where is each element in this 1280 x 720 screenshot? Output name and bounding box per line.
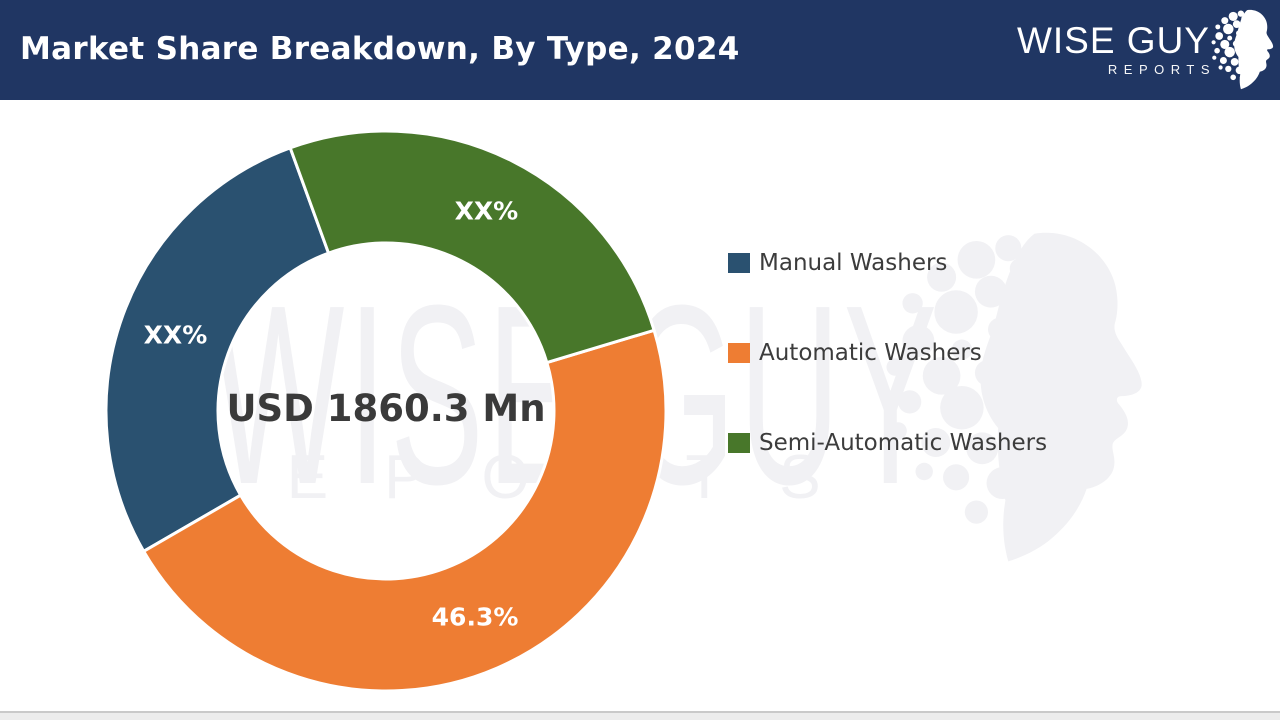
donut-chart: XX% 46.3% XX% USD 1860.3 Mn	[104, 129, 668, 693]
legend-swatch	[728, 342, 750, 363]
footer-strip	[0, 711, 1280, 720]
watermark-subtext: REPORTS	[186, 443, 877, 512]
legend-label: Automatic Washers	[759, 339, 982, 366]
legend-label: Manual Washers	[759, 249, 948, 276]
brand-name: WISE GUY	[1016, 20, 1210, 61]
legend: Manual Washers Automatic Washers Semi-Auto…	[728, 249, 1047, 519]
legend-item-manual-washers: Manual Washers	[728, 249, 1047, 276]
brand-logo: WISE GUY REPORTS	[1016, 0, 1280, 100]
watermark-face-icon	[886, 232, 1142, 562]
legend-swatch	[728, 432, 750, 453]
page-title: Market Share Breakdown, By Type, 2024	[20, 31, 740, 67]
legend-label: Semi-Automatic Washers	[759, 429, 1048, 456]
donut-segment-automatic-washers	[142, 328, 668, 693]
segment-value-label-semi-automatic-washers: XX%	[455, 196, 519, 225]
legend-item-automatic-washers: Automatic Washers	[728, 339, 1047, 366]
segment-value-label-automatic-washers: 46.3%	[432, 602, 519, 631]
donut-segment-semi-automatic-washers	[288, 129, 656, 365]
legend-item-semi-automatic-washers: Semi-Automatic Washers	[728, 429, 1047, 456]
legend-swatch	[728, 252, 750, 273]
donut-center-label: USD 1860.3 Mn	[226, 387, 545, 430]
segment-value-label-manual-washers: XX%	[144, 320, 208, 349]
header: Market Share Breakdown, By Type, 2024 WI…	[0, 0, 1280, 100]
brand-face-icon	[1211, 9, 1274, 90]
brand-subtitle: REPORTS	[1107, 62, 1216, 77]
donut-segment-manual-washers	[104, 146, 331, 553]
